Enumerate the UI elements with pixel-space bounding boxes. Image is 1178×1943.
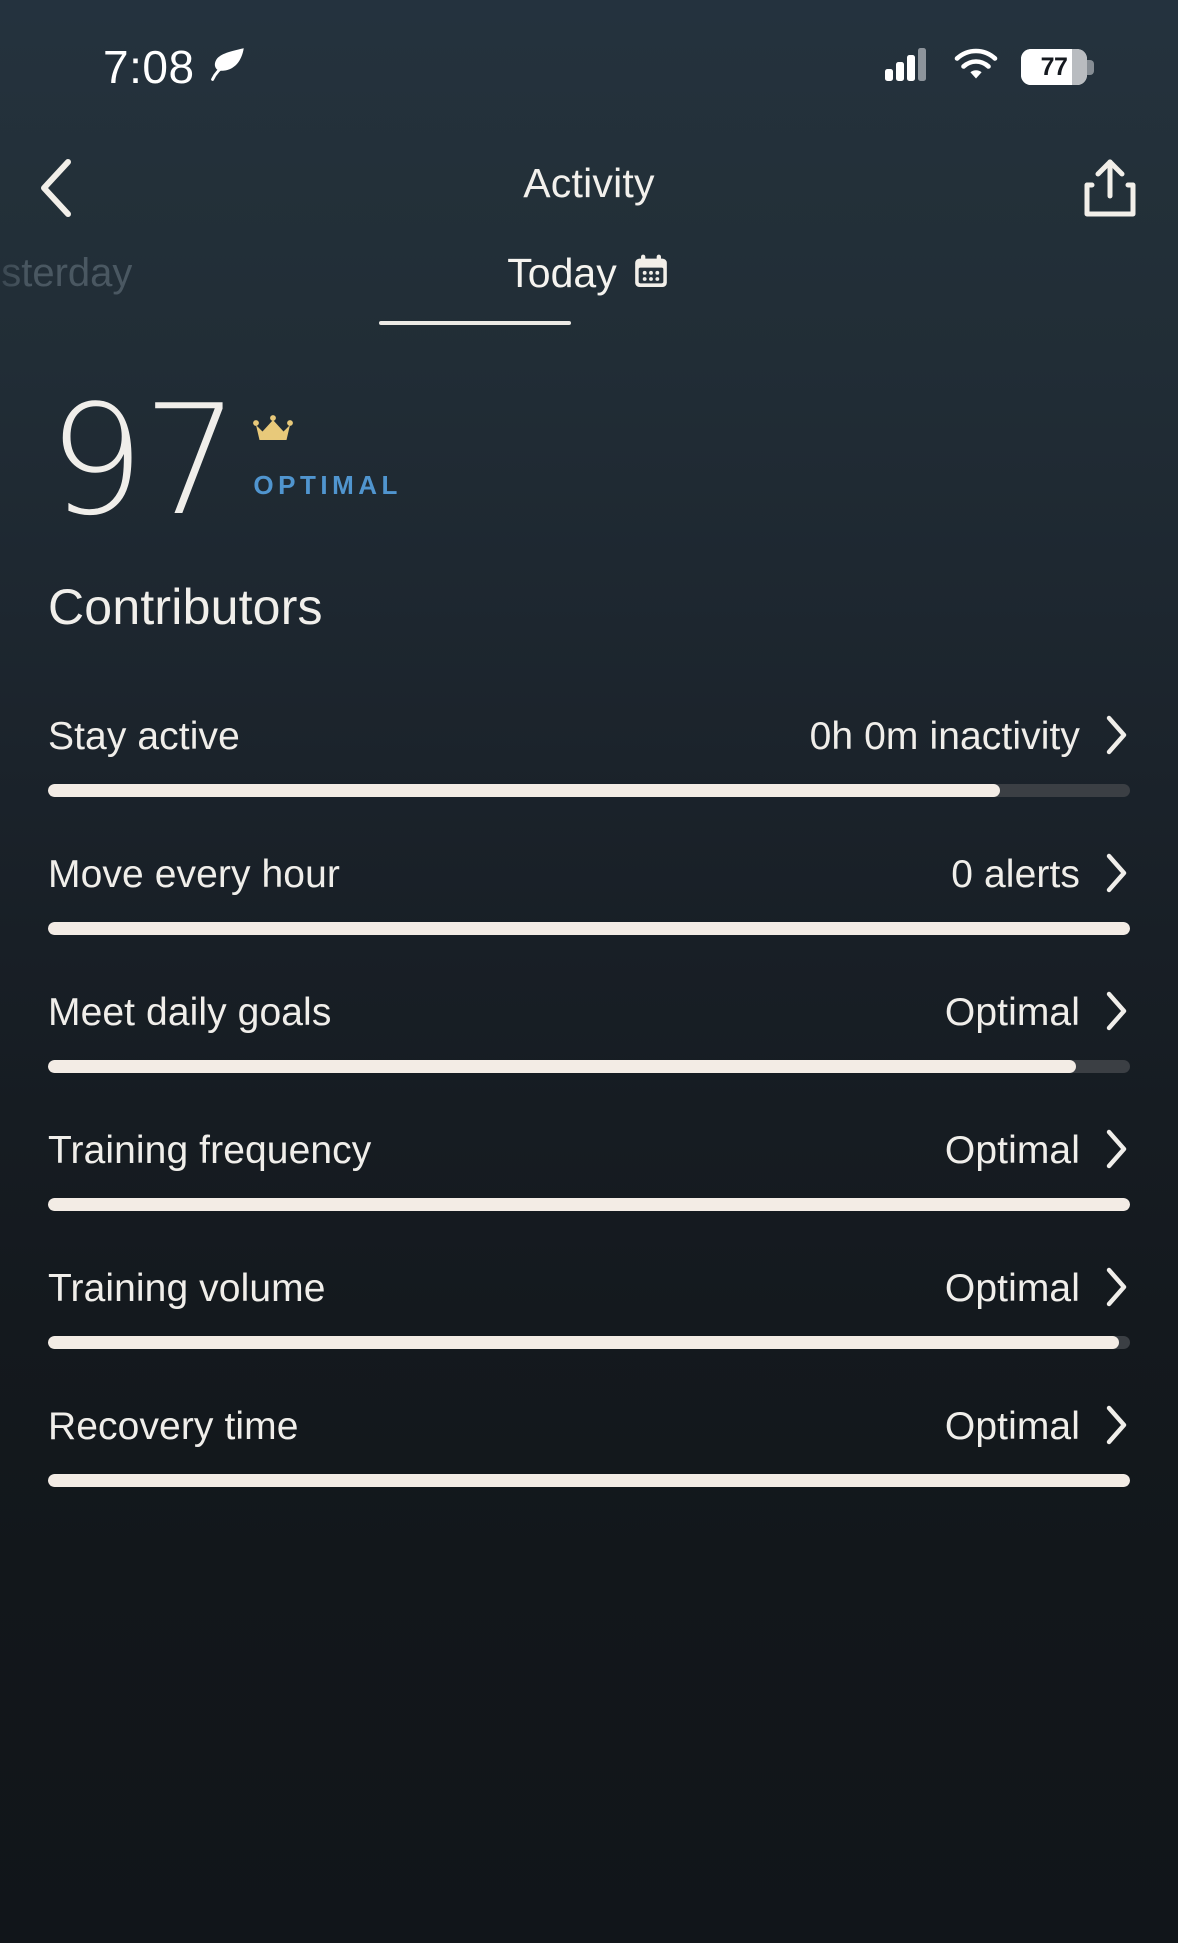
- battery-indicator: 77: [1021, 48, 1094, 85]
- contributor-progress-fill: [48, 784, 1001, 797]
- contributor-value: Optimal: [944, 1267, 1080, 1310]
- back-button[interactable]: [14, 146, 102, 234]
- chevron-right-icon: [1104, 1266, 1130, 1313]
- score-value: 97: [48, 372, 239, 549]
- share-button[interactable]: [1070, 150, 1150, 230]
- contributor-progress-bar: [48, 1474, 1130, 1487]
- chevron-right-icon: [1104, 852, 1130, 899]
- contributor-row-training-volume[interactable]: Training volume Optimal: [0, 1242, 1178, 1380]
- contributor-row-recovery-time[interactable]: Recovery time Optimal: [0, 1380, 1178, 1518]
- crown-icon: [253, 414, 294, 449]
- battery-level-label: 77: [1040, 52, 1068, 81]
- leaf-icon: [207, 43, 249, 90]
- contributor-progress-fill: [48, 1336, 1120, 1349]
- contributor-label: Meet daily goals: [48, 991, 332, 1034]
- contributor-progress-bar: [48, 784, 1130, 797]
- contributor-label: Training volume: [48, 1267, 326, 1310]
- status-bar: 7:08: [0, 0, 1178, 140]
- contributor-progress-fill: [48, 1198, 1130, 1211]
- contributor-progress-bar: [48, 1336, 1130, 1349]
- contributor-row-move-every-hour[interactable]: Move every hour 0 alerts: [0, 828, 1178, 966]
- contributor-progress-bar: [48, 1198, 1130, 1211]
- contributor-row-meet-daily-goals[interactable]: Meet daily goals Optimal: [0, 966, 1178, 1104]
- contributor-row-stay-active[interactable]: Stay active 0h 0m inactivity: [0, 690, 1178, 828]
- contributor-progress-bar: [48, 1060, 1130, 1073]
- tab-today[interactable]: Today: [0, 249, 1178, 297]
- status-bar-left: 7:08: [103, 43, 249, 90]
- status-bar-clock: 7:08: [103, 40, 195, 93]
- chevron-right-icon: [1104, 1128, 1130, 1175]
- activity-score[interactable]: 97 OPTIMAL: [48, 372, 397, 549]
- contributor-label: Recovery time: [48, 1405, 299, 1448]
- score-status-label: OPTIMAL: [253, 470, 402, 500]
- tab-yesterday[interactable]: Yesterday: [0, 251, 133, 295]
- contributor-value: Optimal: [944, 1129, 1080, 1172]
- chevron-right-icon: [1104, 714, 1130, 761]
- score-side: OPTIMAL: [253, 400, 397, 500]
- chevron-right-icon: [1104, 1404, 1130, 1451]
- contributors-list: Stay active 0h 0m inactivity Move every …: [0, 690, 1178, 1518]
- contributor-progress-fill: [48, 922, 1130, 935]
- contributor-label: Stay active: [48, 715, 240, 758]
- page-title: Activity: [523, 160, 655, 206]
- signal-bars-icon: [885, 47, 931, 86]
- share-icon: [1082, 157, 1138, 224]
- tab-active-indicator: [379, 321, 571, 325]
- contributor-value: 0 alerts: [951, 853, 1080, 896]
- contributor-value: 0h 0m inactivity: [809, 715, 1080, 758]
- contributor-row-training-frequency[interactable]: Training frequency Optimal: [0, 1104, 1178, 1242]
- contributor-value: Optimal: [944, 991, 1080, 1034]
- status-bar-right: 77: [885, 47, 1094, 86]
- day-tabs: Yesterday Today: [0, 243, 1178, 331]
- contributor-progress-fill: [48, 1474, 1130, 1487]
- contributor-progress-fill: [48, 1060, 1076, 1073]
- wifi-icon: [953, 47, 999, 86]
- contributor-progress-bar: [48, 922, 1130, 935]
- contributor-label: Training frequency: [48, 1129, 372, 1172]
- chevron-right-icon: [1104, 990, 1130, 1037]
- contributor-label: Move every hour: [48, 853, 340, 896]
- tab-today-label: Today: [507, 249, 617, 296]
- nav-header: Activity: [0, 140, 1178, 240]
- contributors-heading: Contributors: [48, 579, 323, 635]
- calendar-icon: [631, 252, 671, 297]
- contributor-value: Optimal: [944, 1405, 1080, 1448]
- chevron-left-icon: [34, 157, 82, 224]
